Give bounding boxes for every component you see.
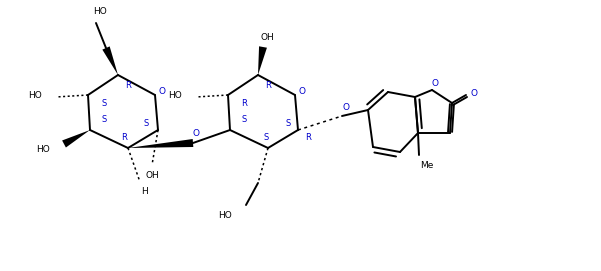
- Text: S: S: [102, 115, 106, 124]
- Text: O: O: [343, 104, 350, 112]
- Text: S: S: [102, 98, 106, 108]
- Text: R: R: [125, 80, 131, 89]
- Text: O: O: [471, 89, 478, 98]
- Text: OH: OH: [260, 33, 274, 41]
- Text: OH: OH: [145, 170, 159, 179]
- Polygon shape: [128, 139, 194, 148]
- Polygon shape: [258, 46, 267, 75]
- Text: HO: HO: [218, 211, 232, 220]
- Text: Me: Me: [420, 160, 434, 169]
- Text: O: O: [192, 128, 200, 137]
- Text: S: S: [144, 120, 148, 128]
- Text: HO: HO: [93, 8, 107, 17]
- Polygon shape: [102, 46, 118, 75]
- Text: HO: HO: [28, 91, 42, 99]
- Text: S: S: [285, 120, 291, 128]
- Text: H: H: [141, 188, 147, 196]
- Text: O: O: [432, 79, 439, 88]
- Text: O: O: [299, 86, 305, 95]
- Text: O: O: [159, 86, 165, 95]
- Text: S: S: [263, 134, 269, 143]
- Text: HO: HO: [168, 91, 182, 99]
- Text: R: R: [241, 98, 247, 108]
- Text: R: R: [265, 80, 271, 89]
- Text: R: R: [121, 134, 127, 143]
- Text: HO: HO: [36, 144, 50, 153]
- Text: S: S: [242, 115, 246, 124]
- Text: R: R: [305, 134, 311, 143]
- Polygon shape: [62, 130, 90, 147]
